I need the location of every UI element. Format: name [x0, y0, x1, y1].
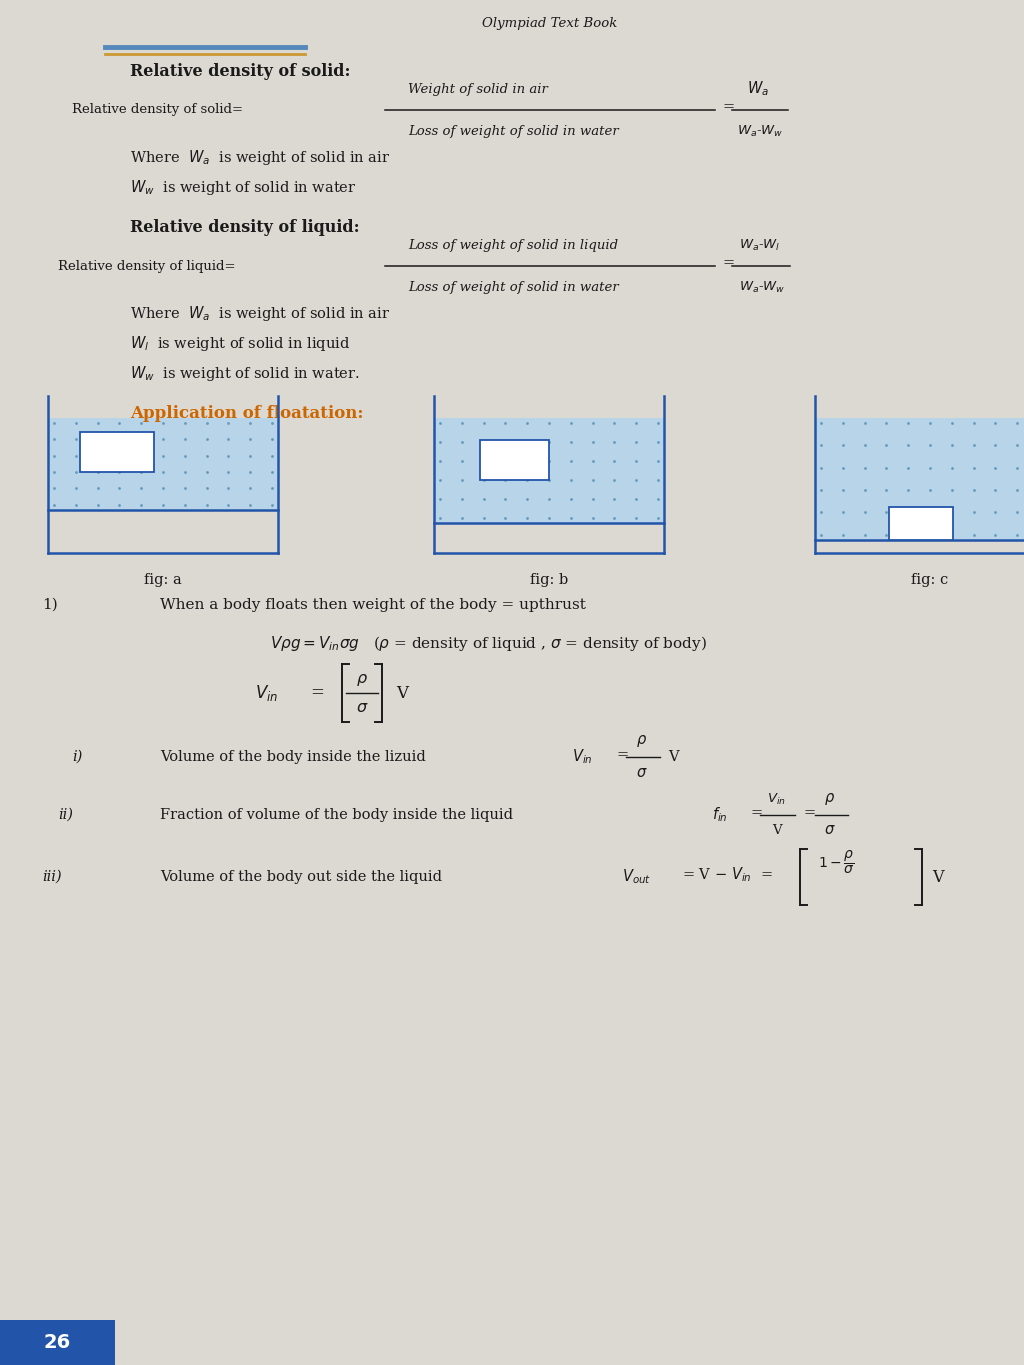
Text: Volume of the body inside the lizuid: Volume of the body inside the lizuid [160, 749, 426, 764]
Text: Where  $W_a$  is weight of solid in air: Where $W_a$ is weight of solid in air [130, 147, 390, 167]
Text: 26: 26 [44, 1334, 71, 1351]
Text: $\mathit{W_a}$-$\mathit{W_w}$: $\mathit{W_a}$-$\mathit{W_w}$ [739, 280, 785, 295]
Text: $V_{out}$: $V_{out}$ [622, 868, 651, 886]
Text: i): i) [72, 749, 82, 764]
Text: Relative density of solid=: Relative density of solid= [72, 104, 243, 116]
Text: $\sigma$: $\sigma$ [636, 766, 648, 779]
Bar [80, 431, 154, 472]
Text: Relative density of solid:: Relative density of solid: [130, 63, 350, 81]
Text: =: = [722, 257, 734, 270]
Text: V: V [396, 684, 408, 702]
Text: $W_w$  is weight of solid in water: $W_w$ is weight of solid in water [130, 177, 356, 197]
Text: $V_{in}$: $V_{in}$ [255, 682, 279, 703]
Bar [815, 418, 1024, 539]
Text: Relative density of liquid=: Relative density of liquid= [58, 259, 236, 273]
Text: =: = [804, 805, 816, 820]
Bar [889, 508, 953, 539]
Text: = V $-$ $V_{in}$  =: = V $-$ $V_{in}$ = [682, 865, 773, 885]
Text: =: = [750, 805, 762, 820]
Text: $V\rho g = V_{in}\sigma g$   ($\rho$ = density of liquid , $\sigma$ = density of: $V\rho g = V_{in}\sigma g$ ($\rho$ = den… [270, 633, 707, 652]
Text: Relative density of liquid:: Relative density of liquid: [130, 218, 359, 236]
Text: =: = [310, 684, 324, 702]
Bar [480, 440, 549, 480]
Text: V: V [668, 749, 679, 764]
Text: Where  $W_a$  is weight of solid in air: Where $W_a$ is weight of solid in air [130, 303, 390, 322]
Text: V: V [932, 868, 943, 886]
Text: $1 - \dfrac{\rho}{\sigma}$: $1 - \dfrac{\rho}{\sigma}$ [818, 848, 855, 876]
Text: fig: c: fig: c [911, 573, 948, 587]
Text: =: = [616, 748, 628, 762]
Text: $V_{in}$: $V_{in}$ [572, 748, 593, 766]
Text: When a body floats then weight of the body = upthrust: When a body floats then weight of the bo… [160, 598, 586, 612]
Text: Loss of weight of solid in liquid: Loss of weight of solid in liquid [408, 239, 618, 251]
Text: =: = [722, 100, 734, 115]
Text: $\sigma$: $\sigma$ [824, 823, 836, 837]
Text: $\rho$: $\rho$ [356, 670, 368, 688]
Text: Weight of solid in air: Weight of solid in air [408, 82, 548, 96]
Text: Olympiad Text Book: Olympiad Text Book [482, 16, 617, 30]
Bar [434, 418, 664, 523]
Text: $\rho$: $\rho$ [637, 733, 647, 749]
Text: ii): ii) [58, 808, 73, 822]
Text: fig: a: fig: a [144, 573, 182, 587]
Text: $f_{in}$: $f_{in}$ [712, 805, 728, 824]
Text: $\sigma$: $\sigma$ [355, 699, 369, 715]
Text: Loss of weight of solid in water: Loss of weight of solid in water [408, 124, 618, 138]
Text: $V_{in}$: $V_{in}$ [767, 792, 785, 807]
Text: Volume of the body out side the liquid: Volume of the body out side the liquid [160, 870, 442, 885]
Text: Loss of weight of solid in water: Loss of weight of solid in water [408, 280, 618, 293]
Text: Fraction of volume of the body inside the liquid: Fraction of volume of the body inside th… [160, 808, 513, 822]
Text: 1): 1) [42, 598, 57, 612]
Text: iii): iii) [42, 870, 61, 885]
Text: $\mathit{W_a}$: $\mathit{W_a}$ [746, 79, 769, 98]
Text: $\rho$: $\rho$ [824, 790, 836, 807]
Text: $\mathit{W_a}$-$\mathit{W_l}$: $\mathit{W_a}$-$\mathit{W_l}$ [739, 238, 780, 253]
Text: Application of floatation:: Application of floatation: [130, 405, 364, 422]
Text: $\mathit{W_a}$-$\mathit{W_w}$: $\mathit{W_a}$-$\mathit{W_w}$ [737, 123, 783, 139]
Text: fig: b: fig: b [529, 573, 568, 587]
Text: $W_w$  is weight of solid in water.: $W_w$ is weight of solid in water. [130, 363, 359, 382]
Bar [48, 418, 278, 509]
Text: V: V [772, 823, 781, 837]
Bar [0, 1320, 115, 1365]
Text: $W_l$  is weight of solid in liquid: $W_l$ is weight of solid in liquid [130, 333, 350, 352]
